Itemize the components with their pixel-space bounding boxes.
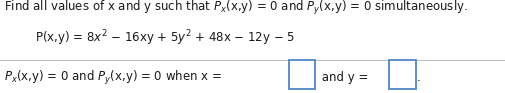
Text: .: .	[417, 71, 421, 84]
Text: P(x,y) = $8x^2$ − 16xy + $5y^2$ + 48x − 12y − 5: P(x,y) = $8x^2$ − 16xy + $5y^2$ + 48x − …	[35, 28, 295, 48]
FancyBboxPatch shape	[389, 60, 416, 89]
FancyBboxPatch shape	[289, 60, 315, 89]
Text: and y =: and y =	[318, 71, 372, 84]
Text: Find all values of x and y such that $P_x$(x,y) = 0 and $P_y$(x,y) = 0 simultane: Find all values of x and y such that $P_…	[4, 0, 468, 17]
Text: $P_x$(x,y) = 0 and $P_y$(x,y) = 0 when x =: $P_x$(x,y) = 0 and $P_y$(x,y) = 0 when x…	[4, 69, 223, 87]
